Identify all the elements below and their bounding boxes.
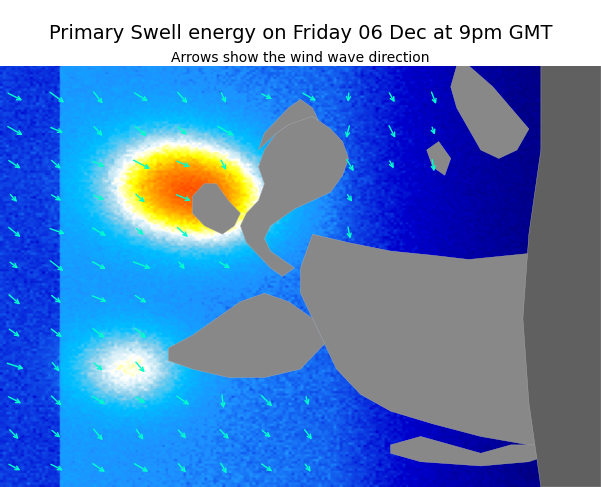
Polygon shape [391, 436, 553, 466]
Polygon shape [192, 184, 240, 234]
Text: Primary Swell energy on Friday 06 Dec at 9pm GMT: Primary Swell energy on Friday 06 Dec at… [49, 24, 552, 43]
Polygon shape [523, 66, 601, 487]
Polygon shape [258, 99, 319, 150]
Polygon shape [427, 142, 451, 175]
Polygon shape [451, 66, 529, 158]
Polygon shape [240, 116, 349, 277]
Text: Arrows show the wind wave direction: Arrows show the wind wave direction [171, 51, 430, 65]
Polygon shape [168, 293, 325, 377]
Polygon shape [300, 234, 601, 445]
